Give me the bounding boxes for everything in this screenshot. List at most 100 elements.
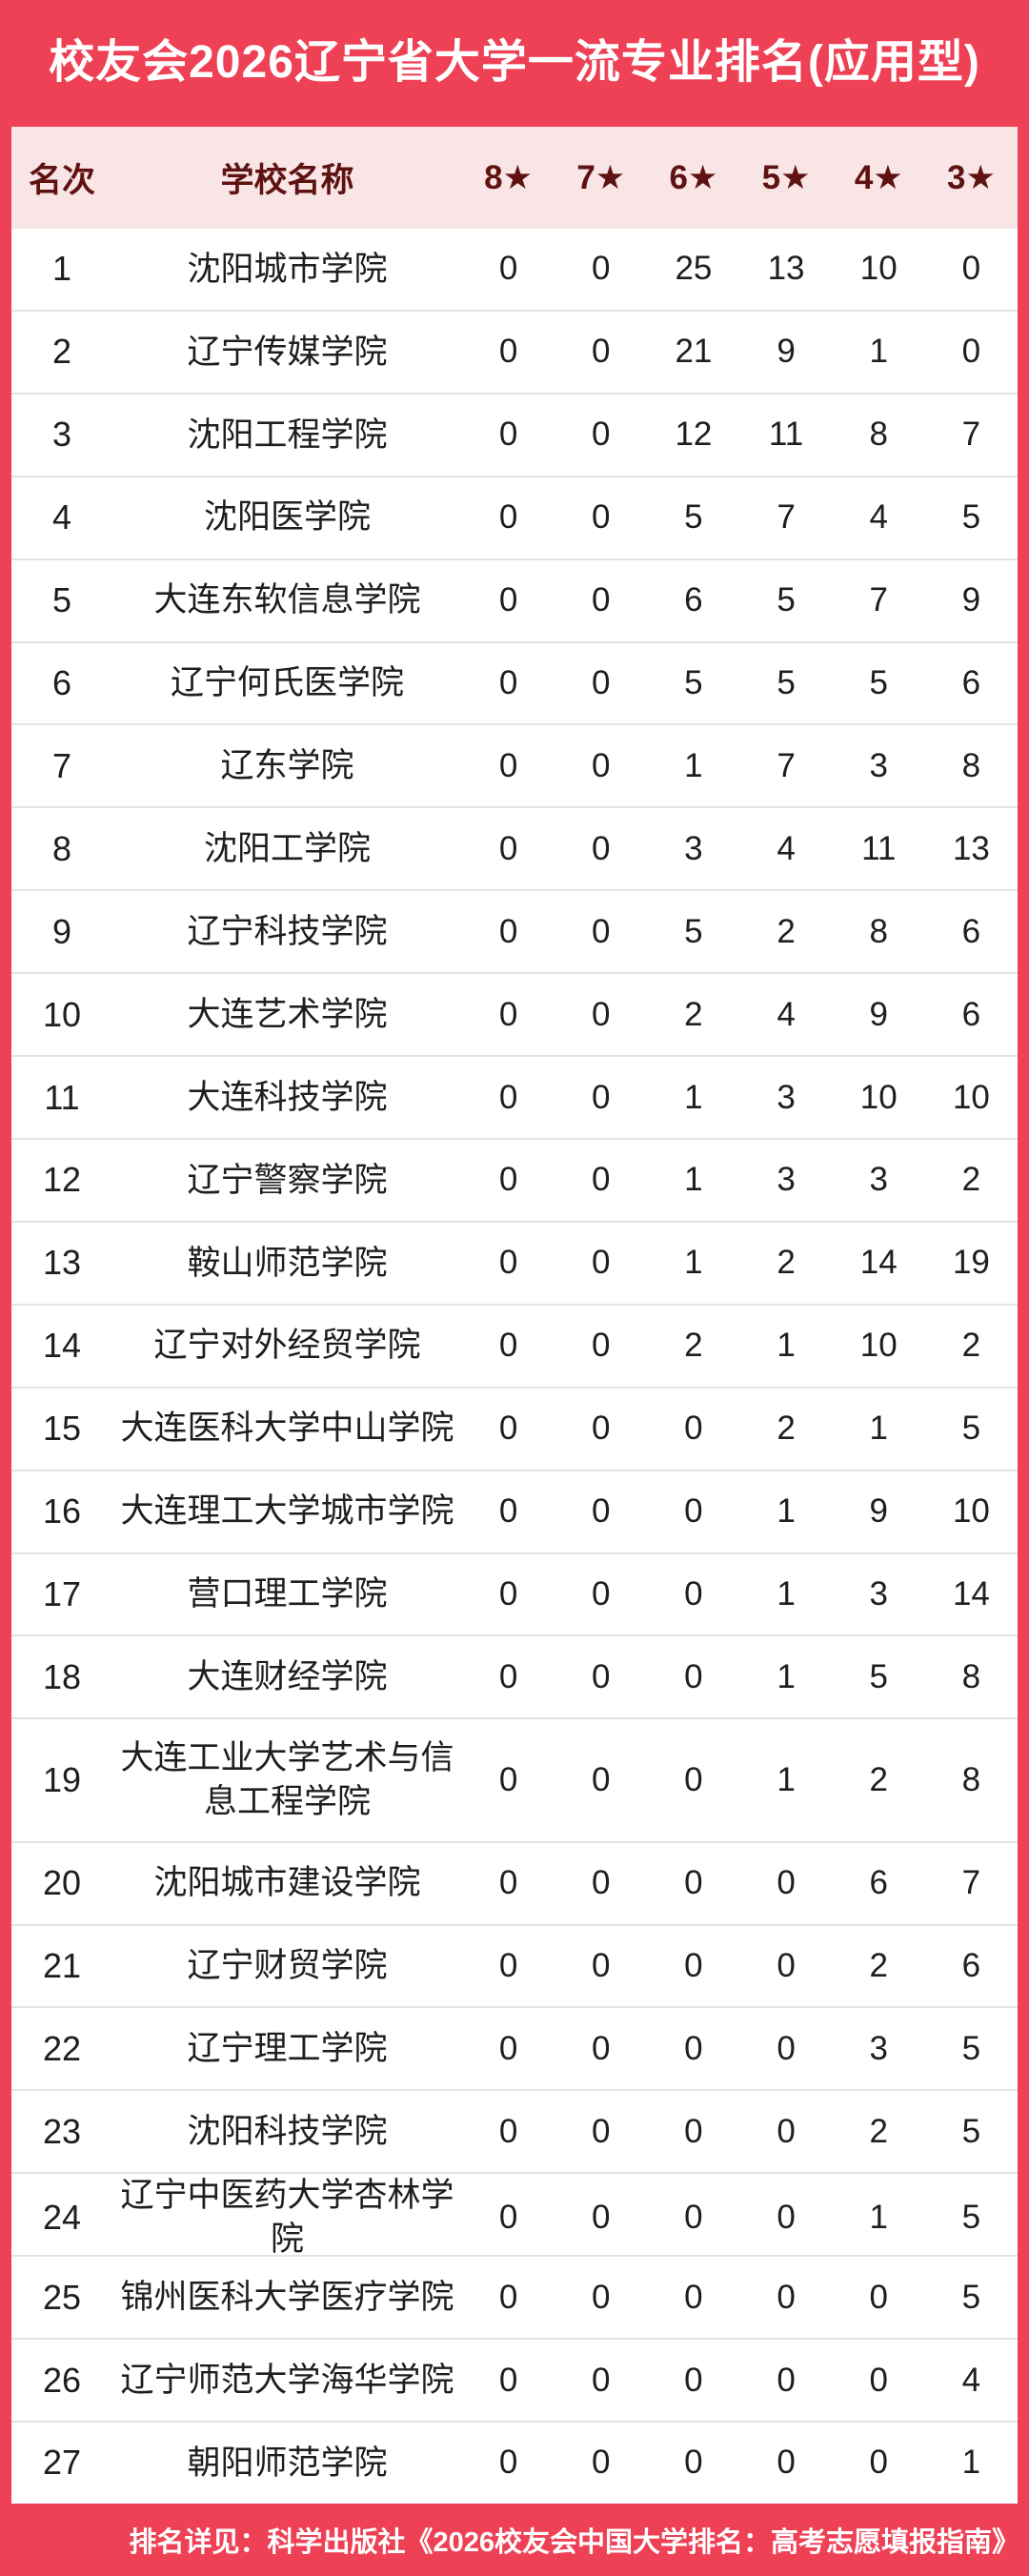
table-row: 25 锦州医科大学医疗学院 0 0 0 0 0 5 [11, 2255, 1018, 2338]
star-cell: 0 [592, 2198, 611, 2236]
col-header-8star: 8★ [484, 158, 533, 196]
star-cell: 0 [684, 2278, 703, 2316]
star-cell: 5 [961, 2029, 981, 2067]
star-cell: 0 [498, 2361, 518, 2399]
star-cell: 1 [684, 1078, 703, 1116]
star-cell: 6 [869, 1864, 888, 1902]
star-cell: 0 [498, 1864, 518, 1902]
star-cell: 2 [777, 1410, 796, 1448]
rank-cell: 8 [51, 828, 72, 868]
star-cell: 5 [684, 663, 703, 701]
star-cell: 10 [952, 1492, 990, 1531]
star-cell: 0 [777, 2198, 796, 2236]
star-cell: 0 [592, 416, 611, 454]
star-cell: 0 [592, 1244, 611, 1282]
star-cell: 5 [961, 2198, 981, 2236]
star-cell: 4 [869, 498, 888, 537]
rank-cell: 2 [51, 332, 72, 372]
rank-cell: 11 [44, 1077, 80, 1117]
title-band: 校友会2026辽宁省大学一流专业排名(应用型) [0, 0, 1029, 127]
school-cell: 沈阳城市学院 [187, 250, 388, 288]
col-header-school: 学校名称 [220, 162, 354, 199]
star-cell: 0 [592, 1657, 611, 1695]
star-cell: 7 [777, 746, 796, 784]
star-cell: 0 [498, 1410, 518, 1448]
star-cell: 8 [961, 1760, 981, 1798]
star-cell: 7 [777, 498, 796, 537]
star-cell: 0 [684, 1760, 703, 1798]
star-cell: 0 [498, 746, 518, 784]
school-cell: 辽宁警察学院 [187, 1161, 388, 1199]
footer-note: 排名详见：科学出版社《2026校友会中国大学排名：高考志愿填报指南》 [129, 2527, 1019, 2558]
star-cell: 8 [869, 416, 888, 454]
star-cell: 2 [684, 995, 703, 1033]
school-cell: 大连医科大学中山学院 [120, 1410, 454, 1448]
star-cell: 13 [952, 829, 990, 867]
rank-cell: 17 [42, 1573, 82, 1613]
star-cell: 0 [684, 1864, 703, 1902]
star-cell: 3 [777, 1078, 796, 1116]
star-cell: 21 [675, 333, 713, 371]
rank-cell: 10 [42, 994, 82, 1034]
school-cell: 沈阳城市建设学院 [153, 1864, 421, 1902]
star-cell: 8 [961, 746, 981, 784]
table-row: 20 沈阳城市建设学院 0 0 0 0 6 7 [11, 1840, 1018, 1924]
rank-cell: 4 [51, 497, 72, 538]
star-cell: 5 [777, 581, 796, 619]
star-cell: 0 [592, 2444, 611, 2482]
school-cell: 辽宁中医药大学杏林学院 [120, 2177, 454, 2258]
school-cell: 辽宁科技学院 [187, 912, 388, 950]
ranking-table: 名次 学校名称 8★ 7★ 6★ 5★ 4★ 3★ 1 沈阳城市学院 0 0 2… [11, 127, 1018, 2504]
star-cell: 0 [592, 663, 611, 701]
star-cell: 0 [498, 2278, 518, 2316]
star-cell: 1 [869, 333, 888, 371]
star-cell: 10 [859, 1327, 898, 1365]
rank-cell: 22 [42, 2028, 82, 2068]
col-header-7star: 7★ [576, 158, 626, 196]
star-cell: 7 [869, 581, 888, 619]
star-cell: 9 [869, 995, 888, 1033]
table-row: 14 辽宁对外经贸学院 0 0 2 1 10 2 [11, 1303, 1018, 1387]
star-cell: 0 [592, 1078, 611, 1116]
star-cell: 6 [961, 912, 981, 950]
star-cell: 3 [684, 829, 703, 867]
rank-cell: 12 [42, 1160, 82, 1200]
school-cell: 沈阳科技学院 [187, 2113, 388, 2151]
star-cell: 9 [961, 581, 981, 619]
star-cell: 0 [592, 498, 611, 537]
table-row: 18 大连财经学院 0 0 0 1 5 8 [11, 1634, 1018, 1717]
table-rows: 1 沈阳城市学院 0 0 25 13 10 0 2 辽宁传媒学院 0 0 21 … [11, 229, 1018, 2504]
star-cell: 1 [961, 2444, 981, 2482]
star-cell: 10 [859, 250, 898, 288]
school-cell: 辽宁何氏医学院 [170, 664, 404, 702]
school-cell: 辽东学院 [220, 747, 354, 785]
school-cell: 大连工业大学艺术与信息工程学院 [120, 1739, 454, 1820]
star-cell: 0 [684, 2112, 703, 2150]
star-cell: 0 [498, 250, 518, 288]
col-header-rank: 名次 [28, 162, 95, 199]
star-cell: 0 [592, 995, 611, 1033]
star-cell: 0 [498, 1244, 518, 1282]
school-cell: 辽宁师范大学海华学院 [120, 2361, 454, 2399]
table-row: 17 营口理工学院 0 0 0 1 3 14 [11, 1552, 1018, 1635]
star-cell: 6 [961, 1947, 981, 1985]
star-cell: 5 [684, 912, 703, 950]
star-cell: 0 [498, 2198, 518, 2236]
table-row: 13 鞍山师范学院 0 0 1 2 14 19 [11, 1220, 1018, 1304]
rank-cell: 19 [42, 1759, 82, 1799]
rank-cell: 24 [42, 2197, 82, 2237]
rank-cell: 14 [42, 1326, 82, 1366]
star-cell: 0 [777, 1947, 796, 1985]
table-row: 2 辽宁传媒学院 0 0 21 9 1 0 [11, 309, 1018, 393]
table-row: 9 辽宁科技学院 0 0 5 2 8 6 [11, 889, 1018, 972]
star-cell: 0 [498, 1574, 518, 1613]
school-cell: 沈阳工程学院 [187, 416, 388, 454]
star-cell: 5 [869, 663, 888, 701]
star-cell: 1 [777, 1657, 796, 1695]
star-cell: 0 [592, 2112, 611, 2150]
star-cell: 14 [952, 1574, 990, 1613]
star-cell: 0 [777, 1864, 796, 1902]
footer-band: 排名详见：科学出版社《2026校友会中国大学排名：高考志愿填报指南》 [0, 2504, 1029, 2576]
star-cell: 0 [498, 995, 518, 1033]
star-cell: 8 [869, 912, 888, 950]
